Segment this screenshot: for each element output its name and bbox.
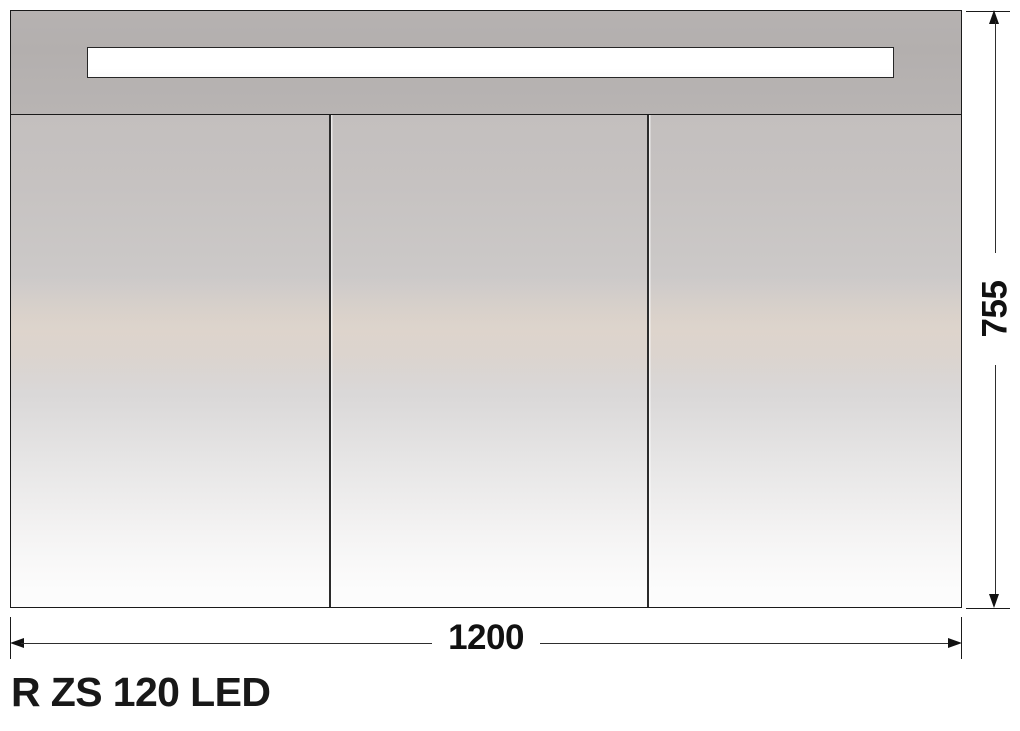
mirror-doors-panel — [11, 115, 961, 607]
dimension-bar-bottom — [995, 365, 997, 597]
dimension-bar-left — [21, 643, 432, 645]
dimension-bar-top — [995, 21, 997, 253]
arrow-down-icon — [989, 594, 999, 608]
extension-line-top — [966, 10, 1010, 12]
door-seam-highlight — [648, 115, 651, 607]
door-seam-highlight — [330, 115, 333, 607]
product-name-caption: R ZS 120 LED — [11, 669, 271, 715]
top-canopy-band — [11, 11, 961, 115]
extension-line-bottom — [966, 607, 1010, 609]
door-seam-dark-line — [329, 115, 331, 607]
dimension-bar-right — [540, 643, 951, 645]
mirror-cabinet-body — [10, 10, 962, 608]
width-dimension-label: 1200 — [448, 618, 524, 657]
door-seam-left — [329, 115, 333, 607]
led-light-strip — [87, 47, 894, 78]
height-dimension-label: 755 — [975, 280, 1015, 338]
width-dimension-line — [10, 637, 962, 648]
arrow-up-icon — [989, 10, 999, 24]
arrow-right-icon — [948, 637, 962, 648]
arrow-left-icon — [10, 637, 24, 648]
height-dimension-line — [989, 10, 999, 608]
door-seam-right — [647, 115, 651, 607]
door-seam-dark-line — [647, 115, 649, 607]
